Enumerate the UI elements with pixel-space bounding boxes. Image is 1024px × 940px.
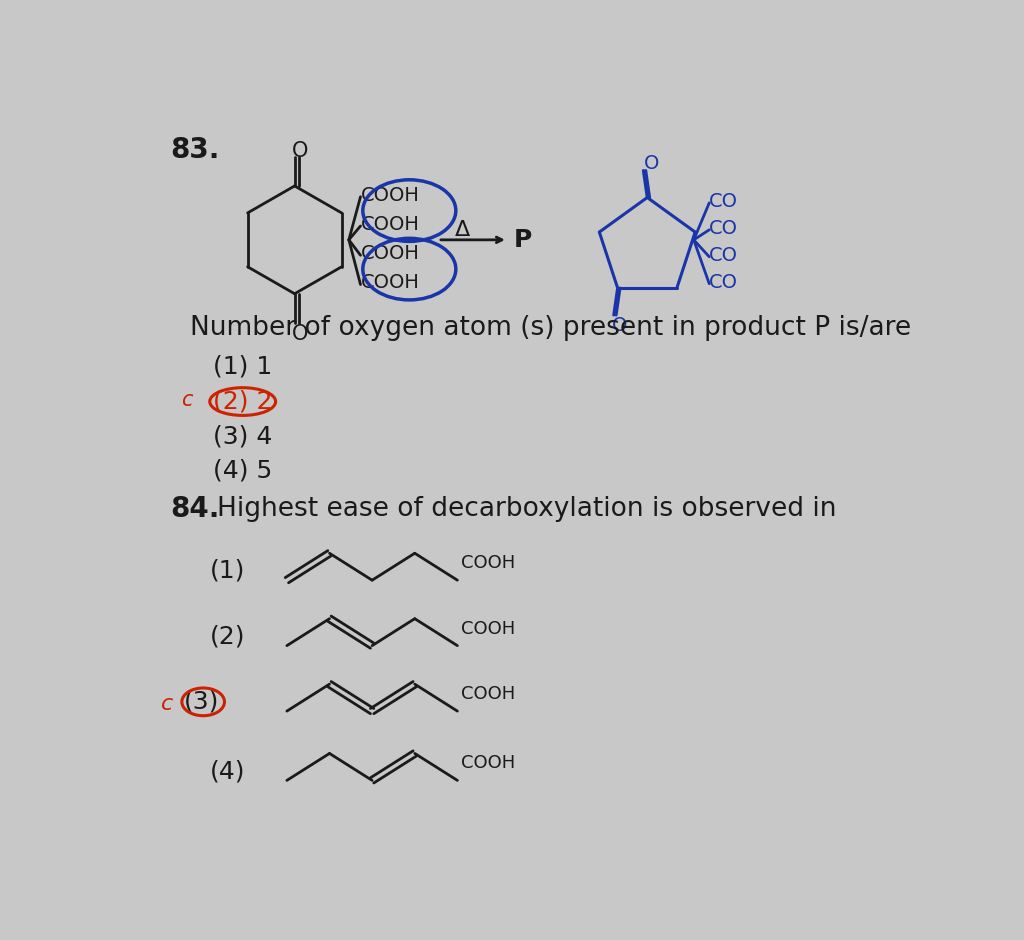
Text: (2): (2) [209, 624, 245, 649]
Text: P: P [514, 227, 532, 252]
Text: 84.: 84. [171, 495, 220, 524]
Text: CO: CO [710, 245, 738, 265]
Text: COOH: COOH [360, 244, 420, 263]
Text: (1) 1: (1) 1 [213, 355, 272, 379]
Text: COOH: COOH [461, 619, 515, 637]
Text: (3) 4: (3) 4 [213, 424, 272, 448]
Text: c: c [161, 694, 173, 714]
Text: COOH: COOH [461, 685, 515, 703]
Text: (2) 2: (2) 2 [213, 389, 272, 414]
Text: O: O [612, 316, 628, 336]
Text: CO: CO [710, 219, 738, 238]
Text: COOH: COOH [461, 755, 515, 773]
Text: CO: CO [710, 273, 738, 291]
Text: Δ: Δ [455, 220, 470, 240]
Text: (1): (1) [209, 559, 245, 583]
Text: Highest ease of decarboxylation is observed in: Highest ease of decarboxylation is obser… [217, 496, 837, 523]
Text: O: O [644, 154, 659, 173]
Text: COOH: COOH [360, 186, 420, 205]
Text: O: O [292, 140, 308, 161]
Text: COOH: COOH [461, 555, 515, 572]
Text: CO: CO [710, 192, 738, 211]
Text: c: c [180, 390, 193, 410]
Text: (4) 5: (4) 5 [213, 459, 272, 483]
Text: (3): (3) [183, 690, 219, 713]
Text: Number of oxygen atom (s) present in product P is/are: Number of oxygen atom (s) present in pro… [190, 316, 911, 341]
Text: O: O [292, 323, 308, 344]
Text: 83.: 83. [171, 135, 220, 164]
Text: COOH: COOH [360, 215, 420, 234]
Text: COOH: COOH [360, 274, 420, 292]
Text: (4): (4) [209, 760, 245, 783]
